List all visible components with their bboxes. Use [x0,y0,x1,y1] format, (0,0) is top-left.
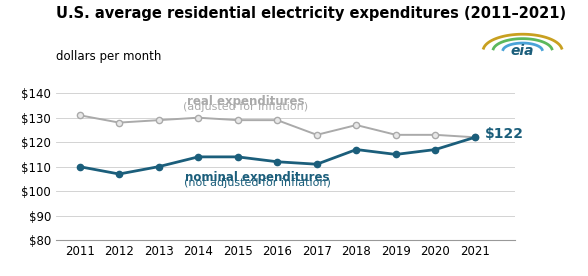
Text: nominal expenditures: nominal expenditures [185,171,330,184]
Text: real expenditures: real expenditures [187,95,305,108]
Text: (not adjusted for inflation): (not adjusted for inflation) [184,178,331,188]
Text: (adjusted for inflation): (adjusted for inflation) [183,102,308,112]
Text: U.S. average residential electricity expenditures (2011–2021): U.S. average residential electricity exp… [56,6,566,20]
Text: eia: eia [511,44,534,58]
Text: $122: $122 [485,127,524,140]
Text: dollars per month: dollars per month [56,50,161,63]
